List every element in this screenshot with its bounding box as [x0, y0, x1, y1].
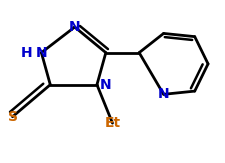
Text: Et: Et — [104, 116, 121, 130]
Text: H: H — [21, 46, 33, 60]
Text: N: N — [36, 46, 47, 60]
Text: S: S — [7, 110, 18, 124]
Text: N: N — [158, 87, 169, 101]
Text: N: N — [100, 78, 112, 92]
Text: N: N — [69, 20, 81, 34]
